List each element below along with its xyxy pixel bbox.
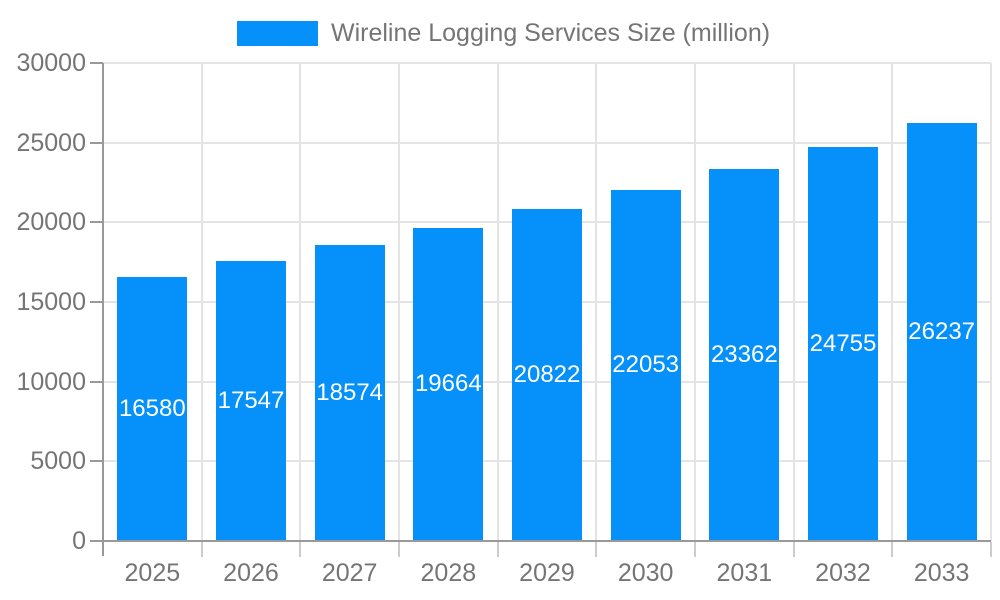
y-axis-label: 20000 [16,208,86,237]
x-axis-label: 2030 [617,559,674,587]
plot-area: 16580 17547 18574 19664 20822 22053 23362 24755… [103,62,992,541]
y-tick [90,540,103,542]
bar: 20822 [512,209,582,541]
x-gridline [200,63,203,541]
bar-value-label: 26237 [908,317,976,345]
x-axis-label: 2032 [815,559,871,587]
x-gridline [398,63,400,541]
x-tick [990,542,992,557]
x-axis-line [102,540,991,542]
bar-value-label: 17547 [217,387,285,415]
bar-value-label: 16580 [118,394,186,422]
y-tick [90,141,103,144]
bar: 17547 [216,261,286,541]
x-gridline [496,63,499,541]
legend-label: Wireline Logging Services Size (million) [331,19,771,47]
x-tick [398,542,400,557]
x-tick [299,542,302,557]
y-axis-label: 25000 [16,128,86,157]
x-gridline [990,63,992,541]
bar: 19664 [413,227,484,541]
legend: Wireline Logging Services Size (million) [237,19,770,48]
bar: 16580 [117,276,188,541]
y-tick [90,301,103,303]
y-axis-line [102,63,104,556]
bar: 24755 [808,146,878,541]
y-axis-label: 0 [72,527,86,555]
y-axis-label: 30000 [16,49,86,77]
x-gridline [792,63,795,541]
x-tick [496,542,499,557]
bar-value-label: 24755 [809,329,877,357]
x-gridline [694,63,696,541]
x-axis-label: 2031 [716,559,773,587]
y-axis-label: 15000 [16,288,86,316]
y-tick [90,221,103,224]
bar: 18574 [314,245,385,541]
bar-value-label: 19664 [414,370,482,398]
bar-value-label: 18574 [316,379,384,407]
x-axis-label: 2033 [913,559,970,587]
y-gridline [103,141,991,144]
y-tick [90,460,103,463]
y-tick [90,62,103,64]
x-axis-label: 2026 [223,559,279,587]
x-tick [200,542,203,557]
x-axis-label: 2025 [124,559,181,587]
y-gridline [103,62,991,64]
legend-swatch [237,21,318,46]
bar-value-label: 20822 [513,361,581,389]
x-axis-label: 2028 [420,559,477,587]
y-axis-label: 5000 [30,447,86,476]
x-gridline [891,63,894,541]
bar-value-label: 23362 [710,340,778,368]
x-gridline [595,63,598,541]
bar: 23362 [709,168,780,541]
bar: 22053 [610,189,681,541]
x-gridline [299,63,302,541]
y-tick [90,380,103,383]
x-tick [792,542,795,557]
x-tick [595,542,598,557]
x-axis-label: 2029 [519,559,575,587]
x-tick [694,542,696,557]
y-axis-label: 10000 [16,367,86,396]
bar: 26237 [906,122,977,541]
x-tick [891,542,894,557]
bar-value-label: 22053 [612,351,680,379]
x-axis-label: 2027 [321,559,378,587]
